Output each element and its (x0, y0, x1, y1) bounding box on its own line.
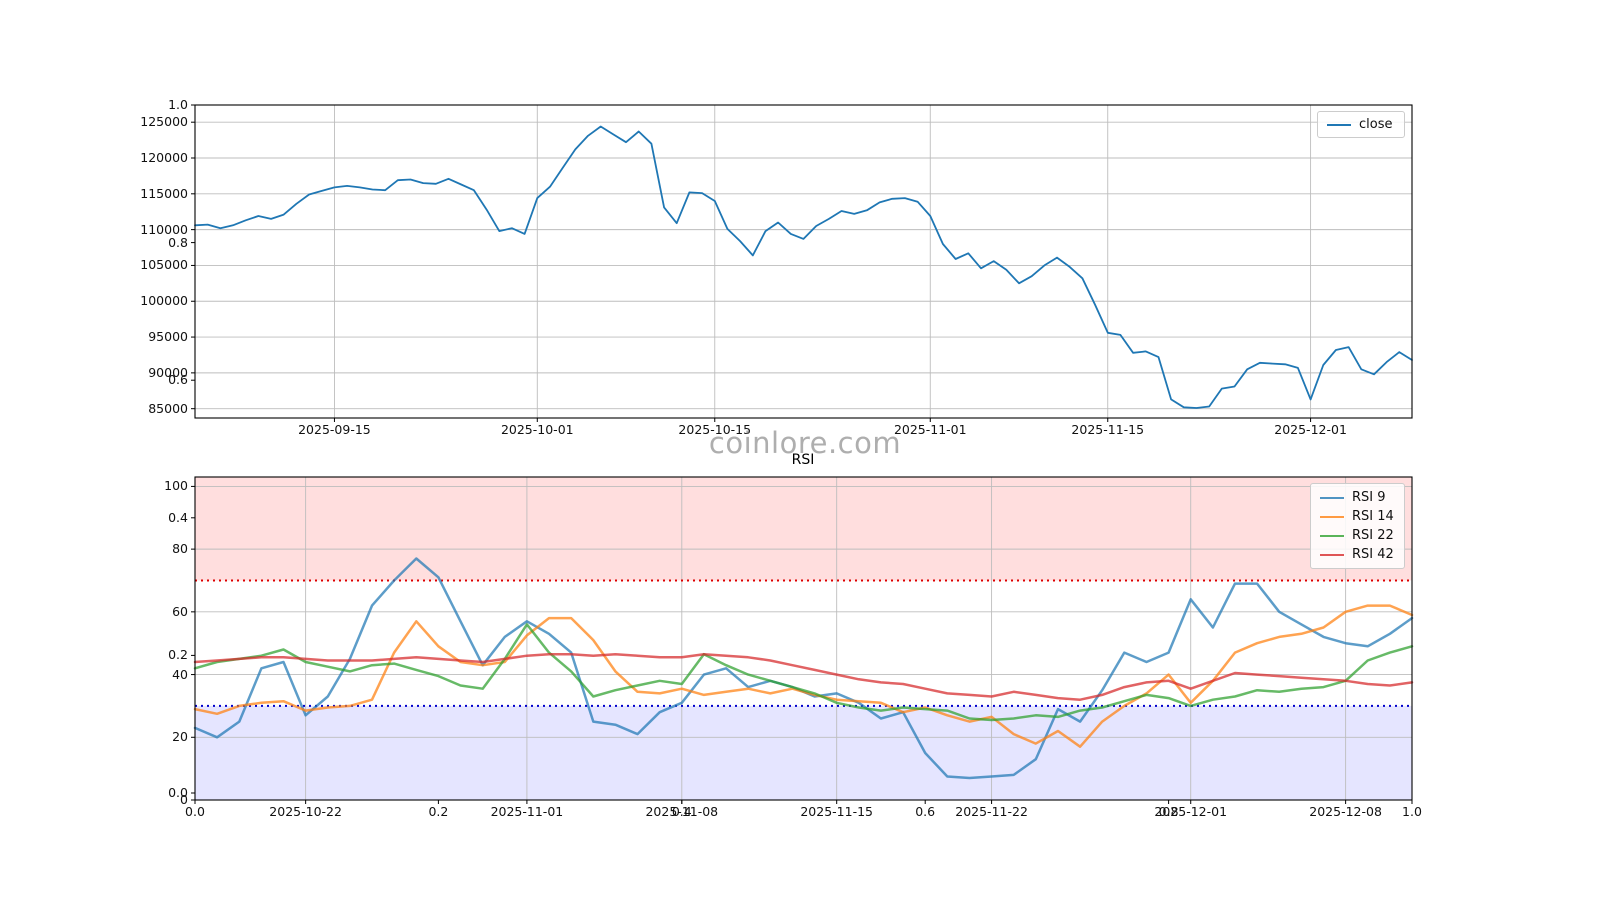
close-legend-label: close (1359, 117, 1393, 132)
x-tick-label: 2025-12-01 (1274, 422, 1347, 437)
overlay-y-tick-label: 0.4 (168, 509, 188, 525)
rsi-legend: RSI 9 RSI 14 RSI 22 RSI 42 (1310, 483, 1405, 569)
price-legend: close (1317, 111, 1405, 138)
x-tick-label: 2025-11-08 (645, 804, 719, 819)
y-tick-label: 100000 (140, 293, 188, 309)
y-tick-label: 60 (172, 603, 188, 619)
x-tick-label: 2025-09-15 (298, 422, 371, 437)
overlay-x-tick-label: 0.0 (185, 804, 205, 819)
watermark: coinlore.com (708, 426, 902, 460)
y-tick-label: 110000 (140, 221, 188, 237)
y-tick-label: 120000 (140, 150, 188, 165)
series-line-rsi-22 (193, 623, 1414, 722)
rsi9-legend-label: RSI 9 (1352, 490, 1386, 505)
overbought-band (195, 477, 1412, 581)
overlay-y-tick-label: 0.0 (168, 785, 188, 800)
y-tick-label: 0 (180, 792, 188, 807)
rsi14-line-swatch (1320, 515, 1344, 518)
x-tick-label: 2025-11-01 (893, 422, 967, 437)
y-tick-label: 20 (172, 729, 188, 745)
y-tick-label: 115000 (140, 185, 188, 201)
axes-frame (194, 104, 1413, 419)
series-line-rsi-42 (193, 652, 1414, 701)
x-tick-label: 2025-12-08 (1309, 804, 1382, 819)
rsi14-legend-label: RSI 14 (1352, 509, 1394, 524)
x-tick-label: 2025-10-15 (678, 422, 752, 437)
overlay-x-tick-label: 1.0 (1402, 804, 1422, 819)
y-tick-label: 125000 (140, 114, 188, 130)
rsi-panel-title: RSI (791, 452, 815, 468)
overlay-y-tick-label: 0.8 (168, 234, 188, 250)
x-tick-label: 2025-10-01 (500, 422, 574, 437)
x-tick-label: 2025-10-22 (269, 804, 342, 819)
overlay-x-tick-label: 0.2 (428, 804, 449, 819)
x-tick-label: 2025-11-01 (490, 804, 564, 819)
y-tick-label: 85000 (148, 400, 188, 416)
overlay-y-tick-label: 1.0 (168, 97, 188, 112)
oversold-band (195, 705, 1412, 800)
x-tick-label: 2025-12-01 (1154, 804, 1228, 819)
close-line-swatch (1327, 123, 1351, 126)
series-line-close (194, 125, 1413, 409)
overlay-x-tick-label: 0.4 (671, 804, 692, 819)
rsi22-legend-label: RSI 22 (1352, 528, 1394, 543)
x-tick-label: 2025-11-15 (800, 804, 874, 819)
overlay-x-tick-label: 0.8 (1158, 804, 1179, 819)
rsi42-line-swatch (1320, 553, 1344, 556)
x-tick-label: 2025-11-22 (955, 804, 1028, 819)
y-tick-label: 40 (172, 666, 188, 682)
y-tick-label: 90000 (148, 364, 188, 380)
series-line-rsi-14 (193, 604, 1414, 748)
y-tick-label: 95000 (148, 329, 188, 345)
overlay-x-tick-label: 0.6 (915, 804, 936, 819)
x-tick-label: 2025-11-15 (1071, 422, 1145, 437)
y-tick-label: 80 (172, 541, 188, 557)
axes-frame (194, 476, 1413, 801)
y-tick-label: 100 (164, 478, 188, 494)
overlay-y-tick-label: 0.2 (168, 647, 188, 663)
rsi9-line-swatch (1320, 496, 1344, 499)
overlay-y-tick-label: 0.6 (168, 372, 188, 388)
rsi42-legend-label: RSI 42 (1352, 547, 1394, 562)
y-tick-label: 105000 (140, 257, 188, 273)
rsi22-line-swatch (1320, 534, 1344, 537)
